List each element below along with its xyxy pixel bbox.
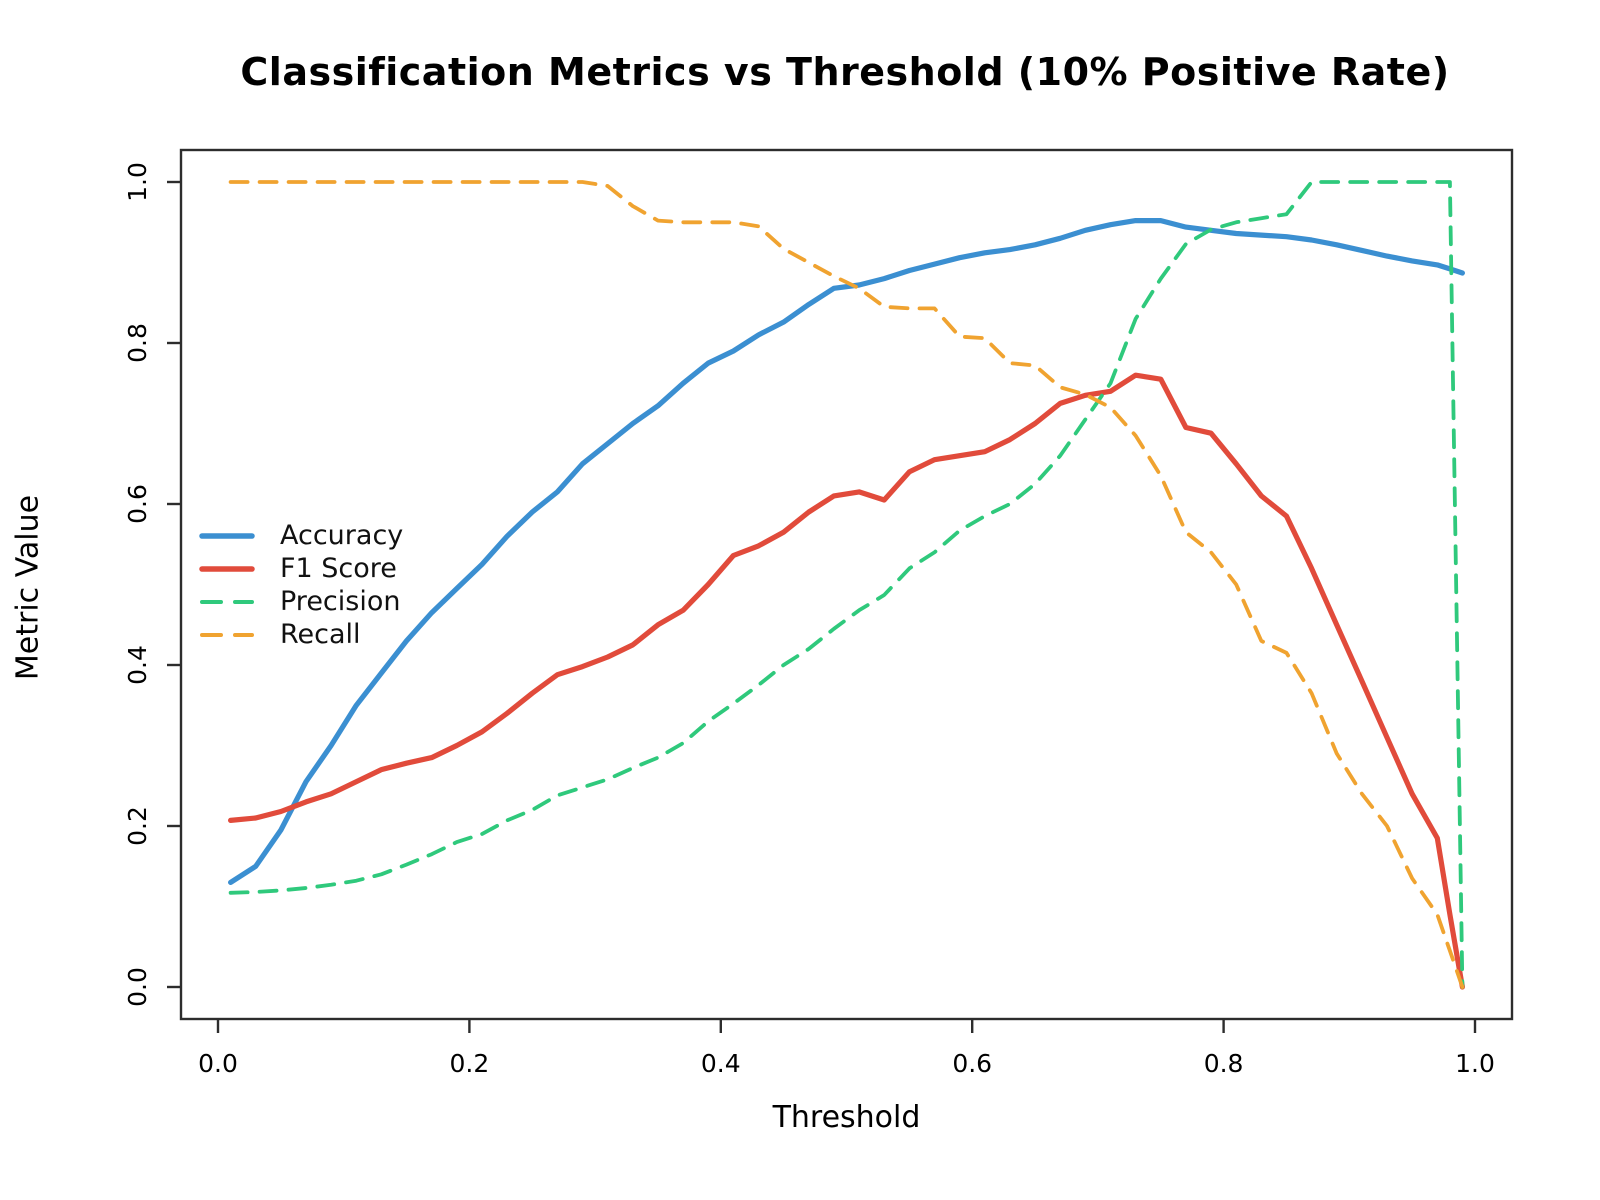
y-tick-label: 0.8 xyxy=(123,323,152,363)
x-axis-label: Threshold xyxy=(772,1100,921,1135)
precision-line-swatch-icon xyxy=(200,599,254,604)
legend: Accuracy F1 Score Precision Recall xyxy=(199,519,403,651)
chart-title: Classification Metrics vs Threshold (10%… xyxy=(240,50,1450,94)
y-tick-label: 0.2 xyxy=(123,806,152,846)
legend-label-accuracy: Accuracy xyxy=(280,520,404,551)
y-tick-label: 0.0 xyxy=(123,967,152,1007)
y-axis-label: Metric Value xyxy=(10,494,46,681)
series-line-accuracy xyxy=(228,218,1466,886)
recall-line-swatch-icon xyxy=(200,632,254,637)
legend-label-recall: Recall xyxy=(280,619,361,650)
legend-item-precision: Precision xyxy=(199,585,403,618)
legend-item-accuracy: Accuracy xyxy=(199,519,403,552)
y-tick-label: 0.6 xyxy=(123,484,152,524)
series-line-f1-score xyxy=(228,372,1466,990)
x-tick-label: 0.0 xyxy=(198,1049,238,1078)
accuracy-line-swatch-icon xyxy=(199,532,255,539)
legend-item-recall: Recall xyxy=(199,618,403,651)
series-line-precision xyxy=(228,180,1465,989)
y-tick-label: 0.4 xyxy=(123,645,152,685)
x-tick-label: 0.2 xyxy=(450,1049,490,1078)
plot-border xyxy=(179,148,1514,1021)
x-tick-label: 1.0 xyxy=(1455,1049,1495,1078)
legend-label-f1-score: F1 Score xyxy=(280,553,397,584)
x-tick-label: 0.4 xyxy=(701,1049,741,1078)
f1-line-swatch-icon xyxy=(199,565,255,572)
x-tick-label: 0.6 xyxy=(952,1049,992,1078)
legend-item-f1-score: F1 Score xyxy=(199,552,403,585)
y-tick-label: 1.0 xyxy=(123,162,152,202)
x-tick-label: 0.8 xyxy=(1204,1049,1244,1078)
legend-label-precision: Precision xyxy=(280,586,401,617)
series-line-recall xyxy=(228,180,1465,989)
